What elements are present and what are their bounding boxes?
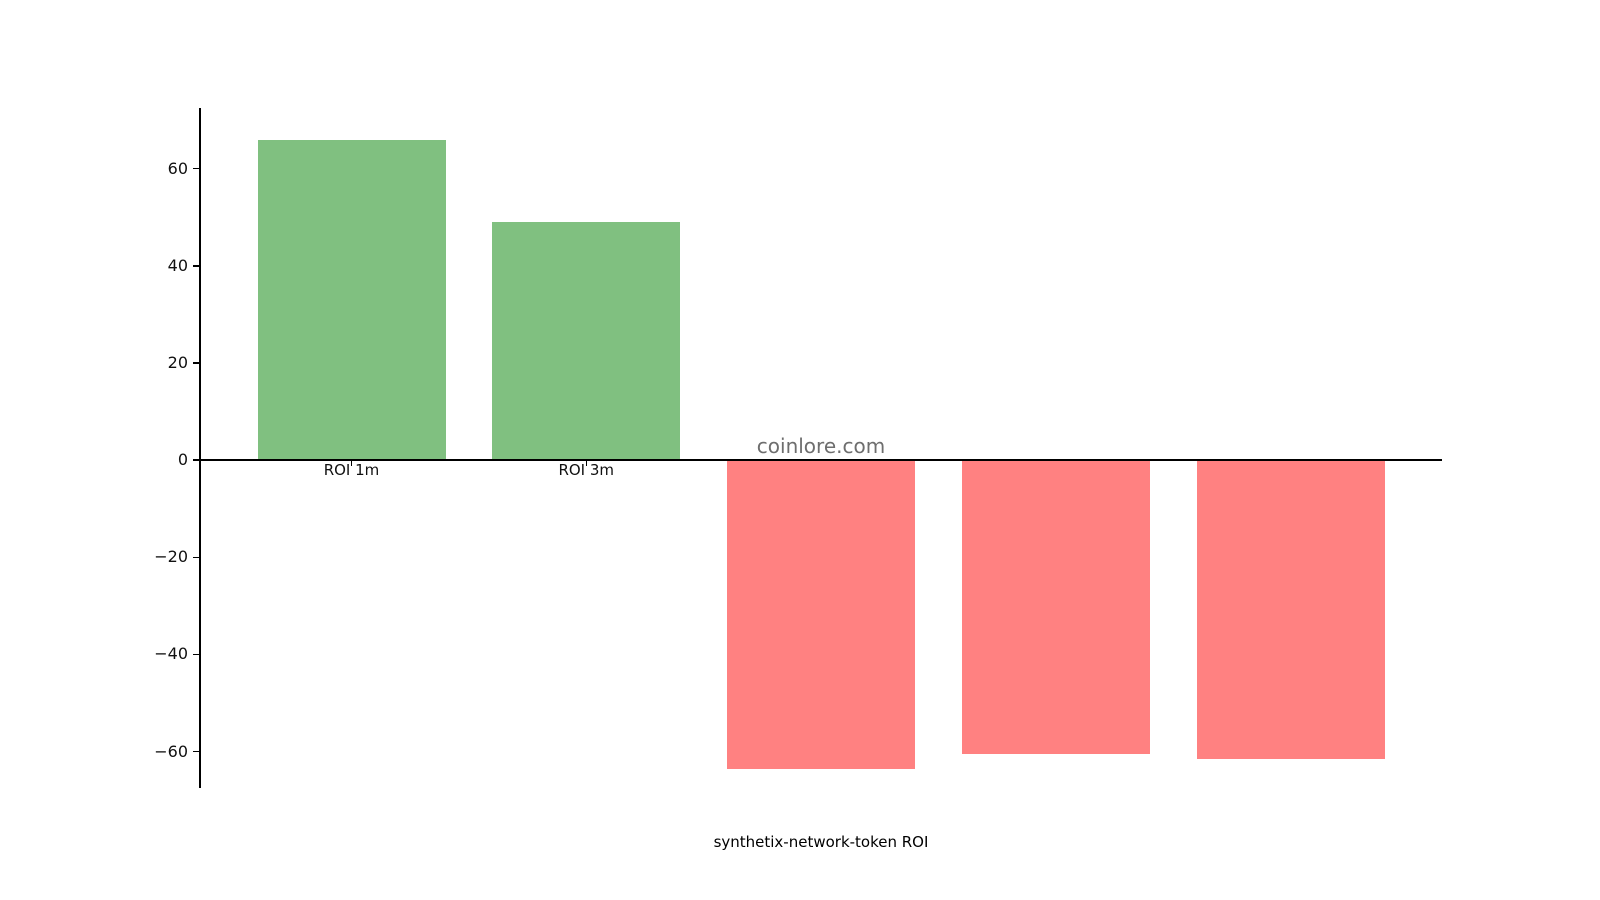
x-axis-tick: [350, 460, 353, 466]
x-axis-tick-label: ROI 3m: [558, 460, 615, 479]
y-axis-tick-label: −60: [154, 741, 188, 761]
bar-roi-1m: [257, 139, 446, 461]
y-axis-tick-label: 20: [167, 353, 188, 372]
y-axis-line: [199, 108, 201, 788]
y-axis-tick: [193, 265, 200, 267]
bar-3: [727, 460, 915, 769]
y-axis-tick-label: −20: [154, 547, 188, 567]
y-axis-tick: [193, 459, 200, 461]
y-axis-tick: [193, 167, 200, 170]
bar-roi-3m: [492, 222, 681, 461]
y-axis-tick-label: 0: [177, 450, 188, 470]
bar-5: [1196, 460, 1385, 759]
y-axis-tick-label: 60: [167, 158, 188, 178]
watermark-text: coinlore.com: [756, 434, 886, 458]
y-axis-tick-label: −40: [154, 644, 188, 664]
y-axis-tick: [193, 653, 200, 656]
y-axis-tick: [193, 750, 200, 753]
x-axis-tick: [585, 460, 587, 466]
x-axis-tick-label: ROI 1m: [323, 460, 380, 479]
y-axis-tick: [193, 362, 200, 364]
bar-4: [961, 460, 1150, 754]
y-axis-tick-label: 40: [167, 255, 188, 275]
chart-title: synthetix-network-token ROI: [713, 833, 929, 851]
y-axis-tick: [193, 556, 200, 559]
x-axis-zero-line: [199, 459, 1442, 461]
